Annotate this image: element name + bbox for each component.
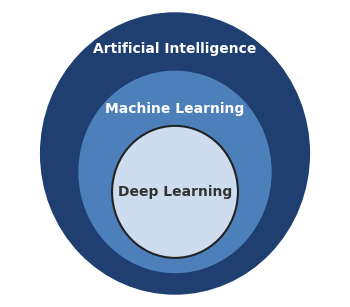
Text: Artificial Intelligence: Artificial Intelligence bbox=[93, 42, 257, 56]
Ellipse shape bbox=[40, 12, 310, 295]
Text: Machine Learning: Machine Learning bbox=[105, 102, 245, 116]
Text: Deep Learning: Deep Learning bbox=[118, 185, 232, 199]
Ellipse shape bbox=[112, 126, 238, 258]
Ellipse shape bbox=[78, 71, 272, 273]
